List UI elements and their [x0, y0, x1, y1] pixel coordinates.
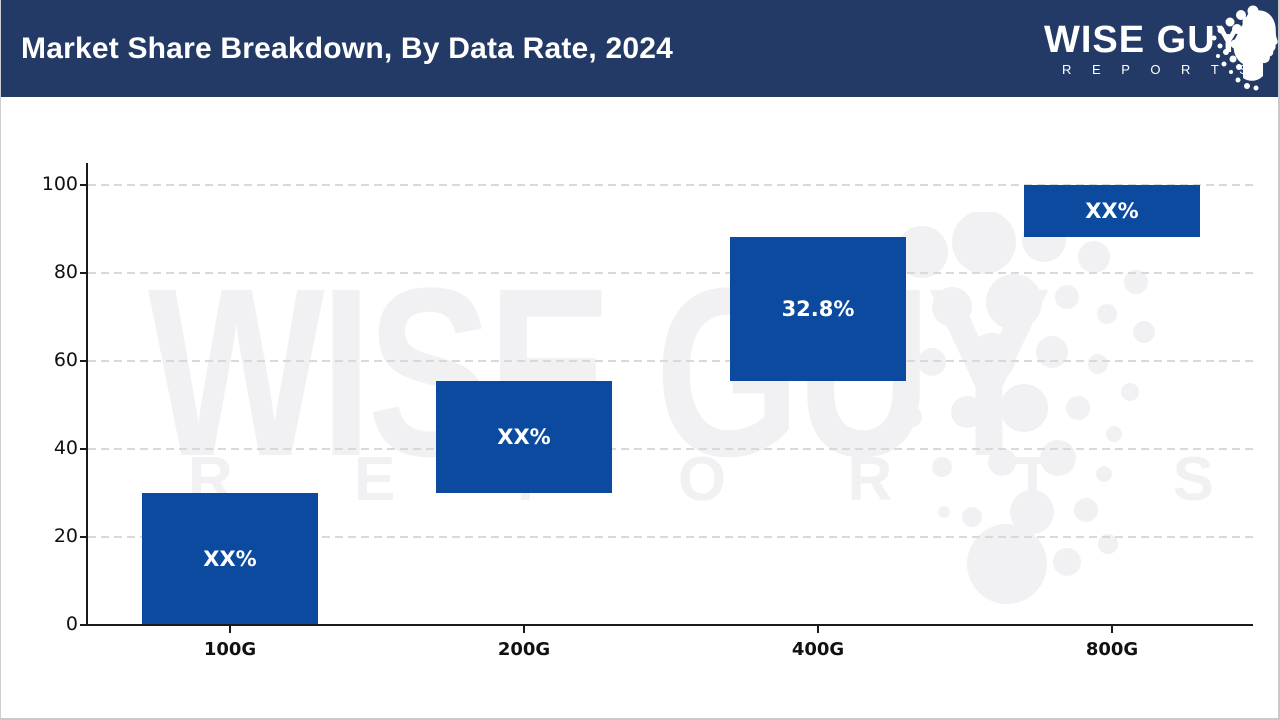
brand-logo: WISE GUY R E P O R T S — [1040, 0, 1280, 97]
y-axis-tick-mark — [80, 272, 88, 274]
gridline-y-80 — [88, 272, 1253, 274]
x-axis-line — [86, 624, 1253, 626]
y-axis-tick-label: 60 — [53, 349, 78, 371]
bar-800G: XX% — [1024, 185, 1200, 237]
bar-400G: 32.8% — [730, 236, 906, 382]
y-axis-line — [86, 163, 88, 626]
brand-logo-name: WISE GUY — [1044, 19, 1243, 61]
bar-value-label: 32.8% — [781, 297, 855, 322]
y-axis-tick-label: 0 — [65, 613, 78, 635]
bar-200G: XX% — [436, 381, 612, 493]
brand-logo-tagline: R E P O R T S — [1062, 62, 1257, 77]
x-axis-tick-mark — [1111, 626, 1113, 633]
x-axis-category-label: 100G — [203, 639, 257, 660]
header-bar: Market Share Breakdown, By Data Rate, 20… — [0, 0, 1280, 97]
bar-value-label: XX% — [203, 547, 257, 571]
x-axis-category-label: 800G — [1085, 639, 1139, 660]
gridline-y-20 — [88, 536, 1253, 538]
x-axis-category-label: 400G — [791, 639, 845, 660]
y-axis-tick-mark — [80, 624, 88, 626]
x-axis-tick-mark — [229, 626, 231, 633]
y-axis-tick-mark — [80, 448, 88, 450]
x-axis-tick-mark — [523, 626, 525, 633]
y-axis-tick-label: 80 — [53, 261, 78, 283]
bar-value-label: XX% — [497, 425, 551, 450]
y-axis-tick-label: 100 — [41, 173, 78, 195]
y-axis-tick-mark — [80, 360, 88, 362]
gridline-y-100 — [88, 184, 1253, 186]
gridline-y-60 — [88, 360, 1253, 362]
chart-title: Market Share Breakdown, By Data Rate, 20… — [21, 31, 674, 65]
y-axis-tick-mark — [80, 184, 88, 186]
y-axis-tick-mark — [80, 536, 88, 538]
y-axis-tick-label: 20 — [53, 525, 78, 547]
x-axis-tick-mark — [817, 626, 819, 633]
bar-100G: XX% — [142, 493, 318, 625]
x-axis-category-label: 200G — [497, 639, 551, 660]
gridline-y-40 — [88, 448, 1253, 450]
brand-logo-head-icon — [1211, 5, 1278, 91]
y-axis-tick-label: 40 — [53, 437, 78, 459]
bar-value-label: XX% — [1085, 198, 1139, 223]
